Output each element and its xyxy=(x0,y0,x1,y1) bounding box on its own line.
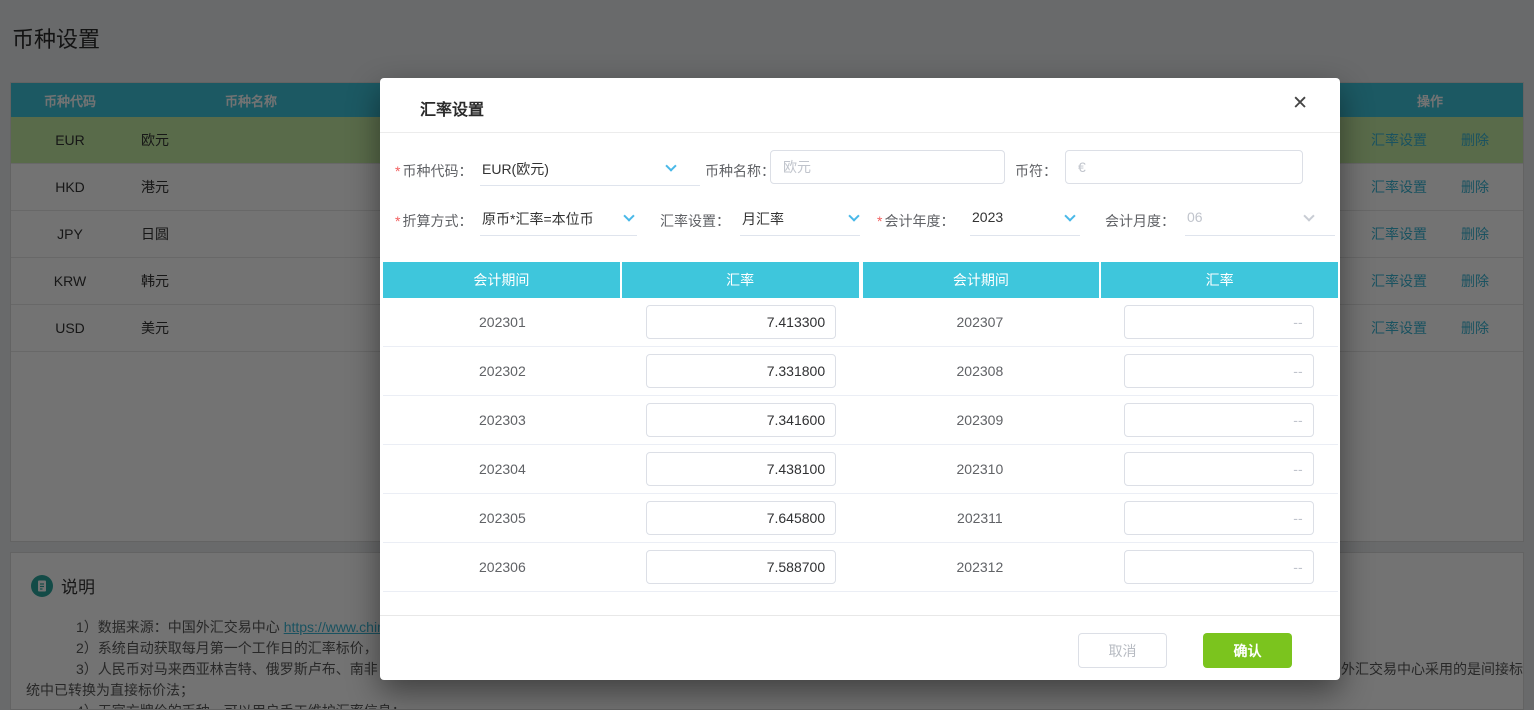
fiscal-month-label: 会计月度： xyxy=(1105,213,1175,229)
rate-row-2: 202302 202308 xyxy=(383,347,1338,396)
currency-name-field[interactable] xyxy=(770,150,1005,184)
dialog-footer: 取消 确认 xyxy=(380,615,1340,680)
rate-input-empty[interactable] xyxy=(1123,452,1314,486)
period-cell: 202308 xyxy=(956,363,1004,379)
fiscal-year-select[interactable]: 2023 xyxy=(970,200,1080,236)
currency-code-select[interactable]: EUR(欧元) xyxy=(480,150,700,186)
rate-table-header: 会计期间 汇率 会计期间 汇率 xyxy=(383,262,1338,298)
rate-input-empty[interactable] xyxy=(1123,550,1314,584)
dialog-title: 汇率设置 xyxy=(420,102,485,119)
conversion-method-select[interactable]: 原币*汇率=本位币 xyxy=(480,200,637,236)
rate-row-5: 202305 202311 xyxy=(383,494,1338,543)
rate-input[interactable] xyxy=(646,501,837,535)
dialog-header: 汇率设置 ✕ xyxy=(380,78,1340,133)
currency-symbol-label: 币符： xyxy=(1015,163,1057,179)
rate-input-empty[interactable] xyxy=(1123,403,1314,437)
period-cell: 202302 xyxy=(479,363,526,379)
currency-name-label: 币种名称： xyxy=(705,163,775,179)
close-icon[interactable]: ✕ xyxy=(1292,93,1308,114)
rate-mode-label: 汇率设置： xyxy=(660,213,730,229)
rate-table: 会计期间 汇率 会计期间 汇率 202301 202307 202302 202… xyxy=(383,262,1338,592)
chevron-down-icon xyxy=(1303,210,1315,222)
confirm-button[interactable]: 确认 xyxy=(1203,633,1292,668)
chevron-down-icon xyxy=(623,210,635,222)
conversion-method-label: * 折算方式： xyxy=(395,213,473,229)
fiscal-year-label: * 会计年度： xyxy=(877,213,955,229)
currency-code-label: * 币种代码： xyxy=(395,163,473,179)
rate-input-empty[interactable] xyxy=(1123,501,1314,535)
period-cell: 202306 xyxy=(479,559,526,575)
rate-row-6: 202306 202312 xyxy=(383,543,1338,592)
rate-input-empty[interactable] xyxy=(1123,305,1314,339)
currency-symbol-field[interactable] xyxy=(1065,150,1303,184)
period-cell: 202305 xyxy=(479,510,526,526)
period-cell: 202309 xyxy=(956,412,1004,428)
rate-input[interactable] xyxy=(646,354,837,388)
cancel-button[interactable]: 取消 xyxy=(1078,633,1167,668)
chevron-down-icon xyxy=(1064,210,1076,222)
rate-settings-dialog: 汇率设置 ✕ *币种代码： EUR(欧元) 币种名称： 币符： *折算方式： 原… xyxy=(380,78,1340,680)
period-cell: 202304 xyxy=(479,461,526,477)
rate-row-4: 202304 202310 xyxy=(383,445,1338,494)
period-cell: 202307 xyxy=(956,314,1004,330)
fiscal-month-select: 06 xyxy=(1185,200,1335,236)
rate-mode-select[interactable]: 月汇率 xyxy=(740,200,860,236)
period-cell: 202303 xyxy=(479,412,526,428)
period-cell: 202301 xyxy=(479,314,526,330)
header-rate-left: 汇率 xyxy=(621,262,859,298)
chevron-down-icon xyxy=(665,160,677,172)
period-cell: 202312 xyxy=(956,559,1004,575)
rate-input[interactable] xyxy=(646,550,837,584)
header-period-left: 会计期间 xyxy=(383,262,620,298)
rate-input[interactable] xyxy=(646,403,837,437)
header-rate-right: 汇率 xyxy=(1101,262,1338,298)
chevron-down-icon xyxy=(848,210,860,222)
rate-input[interactable] xyxy=(646,305,837,339)
rate-row-1: 202301 202307 xyxy=(383,298,1338,347)
period-cell: 202310 xyxy=(956,461,1004,477)
rate-input-empty[interactable] xyxy=(1123,354,1314,388)
header-period-right: 会计期间 xyxy=(862,262,1100,298)
rate-input[interactable] xyxy=(646,452,837,486)
period-cell: 202311 xyxy=(957,510,1003,526)
rate-row-3: 202303 202309 xyxy=(383,396,1338,445)
